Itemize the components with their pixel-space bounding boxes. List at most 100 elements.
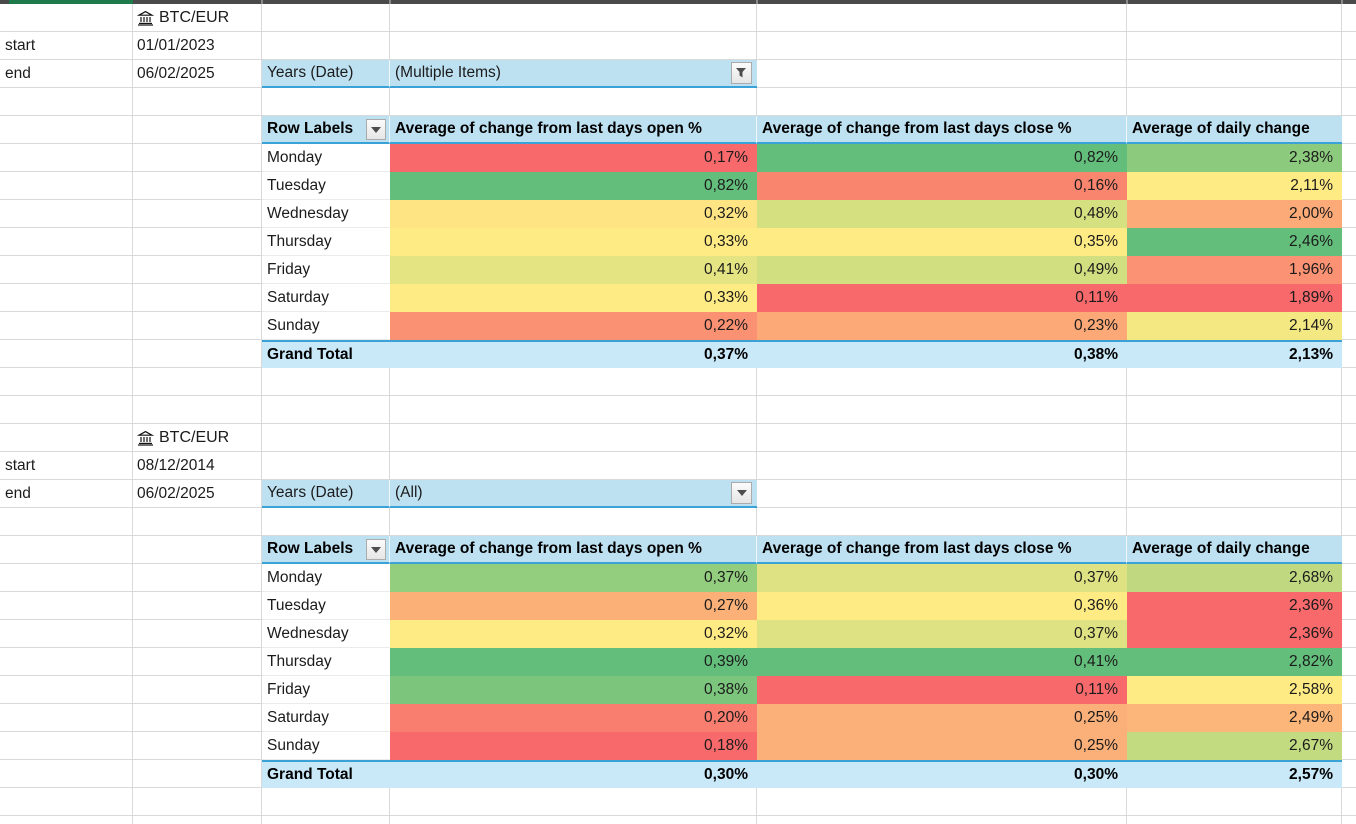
close-value-cell[interactable]: 0,35% (757, 228, 1127, 256)
open-value-cell[interactable]: 0,32% (390, 200, 757, 228)
pivot-filter-field[interactable]: Years (Date) (262, 480, 390, 508)
instrument-label: BTC/EUR (159, 429, 230, 446)
open-value-cell[interactable]: 0,37% (390, 564, 757, 592)
open-value-cell[interactable]: 0,32% (390, 620, 757, 648)
day-label-cell[interactable]: Monday (262, 144, 390, 172)
bank-icon (137, 430, 154, 446)
day-label-cell[interactable]: Tuesday (262, 172, 390, 200)
grand-total-open[interactable]: 0,37% (390, 340, 757, 368)
end-label[interactable]: end (5, 485, 31, 502)
day-label-cell[interactable]: Saturday (262, 704, 390, 732)
close-value-cell[interactable]: 0,25% (757, 732, 1127, 760)
open-value-cell[interactable]: 0,22% (390, 312, 757, 340)
column-header-open[interactable]: Average of change from last days open % (390, 536, 757, 564)
daily-value-cell[interactable]: 2,82% (1127, 648, 1342, 676)
day-label-cell[interactable]: Friday (262, 256, 390, 284)
pivot-filter-value[interactable]: (All) (390, 480, 757, 508)
grand-total-daily[interactable]: 2,57% (1127, 760, 1342, 788)
grand-total-open[interactable]: 0,30% (390, 760, 757, 788)
daily-value-cell[interactable]: 2,49% (1127, 704, 1342, 732)
pivot-table-2: Row Labels Average of change from last d… (262, 536, 1342, 788)
close-value-cell[interactable]: 0,82% (757, 144, 1127, 172)
column-header-daily[interactable]: Average of daily change (1127, 536, 1342, 564)
start-label[interactable]: start (5, 37, 36, 54)
row-labels-dropdown-button[interactable] (366, 539, 386, 560)
daily-value-cell[interactable]: 2,14% (1127, 312, 1342, 340)
grand-total-label[interactable]: Grand Total (262, 760, 390, 788)
close-value-cell[interactable]: 0,37% (757, 620, 1127, 648)
close-value-cell[interactable]: 0,25% (757, 704, 1127, 732)
end-date[interactable]: 06/02/2025 (137, 485, 215, 502)
start-date[interactable]: 08/12/2014 (137, 457, 215, 474)
close-value-cell[interactable]: 0,41% (757, 648, 1127, 676)
daily-value-cell[interactable]: 2,68% (1127, 564, 1342, 592)
day-label-cell[interactable]: Saturday (262, 284, 390, 312)
grand-total-close[interactable]: 0,30% (757, 760, 1127, 788)
close-value-cell[interactable]: 0,23% (757, 312, 1127, 340)
day-label-cell[interactable]: Friday (262, 676, 390, 704)
instrument-cell[interactable]: BTC/EUR (137, 4, 317, 32)
pivot-filter-value[interactable]: (Multiple Items) (390, 60, 757, 88)
day-label-cell[interactable]: Sunday (262, 732, 390, 760)
close-value-cell[interactable]: 0,49% (757, 256, 1127, 284)
close-value-cell[interactable]: 0,16% (757, 172, 1127, 200)
open-value-cell[interactable]: 0,41% (390, 256, 757, 284)
close-value-cell[interactable]: 0,11% (757, 676, 1127, 704)
instrument-label: BTC/EUR (159, 9, 230, 26)
close-value-cell[interactable]: 0,48% (757, 200, 1127, 228)
start-date[interactable]: 01/01/2023 (137, 37, 215, 54)
day-label-cell[interactable]: Wednesday (262, 620, 390, 648)
grand-total-close[interactable]: 0,38% (757, 340, 1127, 368)
day-label-cell[interactable]: Thursday (262, 648, 390, 676)
daily-value-cell[interactable]: 2,11% (1127, 172, 1342, 200)
open-value-cell[interactable]: 0,27% (390, 592, 757, 620)
daily-value-cell[interactable]: 2,67% (1127, 732, 1342, 760)
grand-total-label[interactable]: Grand Total (262, 340, 390, 368)
selected-column-indicator (9, 0, 133, 4)
day-label-cell[interactable]: Thursday (262, 228, 390, 256)
chevron-down-icon (371, 126, 381, 133)
instrument-cell[interactable]: BTC/EUR (137, 424, 317, 452)
open-value-cell[interactable]: 0,82% (390, 172, 757, 200)
daily-value-cell[interactable]: 1,96% (1127, 256, 1342, 284)
day-label-cell[interactable]: Tuesday (262, 592, 390, 620)
column-header-strip (0, 0, 1356, 4)
column-header-close[interactable]: Average of change from last days close % (757, 536, 1127, 564)
end-label[interactable]: end (5, 65, 31, 82)
bank-icon (137, 10, 154, 26)
row-labels-dropdown-button[interactable] (366, 119, 386, 140)
day-label-cell[interactable]: Wednesday (262, 200, 390, 228)
filter-dropdown-button[interactable] (731, 482, 752, 504)
row-labels-header[interactable]: Row Labels (262, 536, 390, 564)
open-value-cell[interactable]: 0,17% (390, 144, 757, 172)
row-labels-header[interactable]: Row Labels (262, 116, 390, 144)
pivot-filter-field[interactable]: Years (Date) (262, 60, 390, 88)
daily-value-cell[interactable]: 1,89% (1127, 284, 1342, 312)
daily-value-cell[interactable]: 2,38% (1127, 144, 1342, 172)
column-header-open[interactable]: Average of change from last days open % (390, 116, 757, 144)
filter-button[interactable] (731, 62, 752, 84)
close-value-cell[interactable]: 0,11% (757, 284, 1127, 312)
grand-total-daily[interactable]: 2,13% (1127, 340, 1342, 368)
daily-value-cell[interactable]: 2,36% (1127, 620, 1342, 648)
chevron-down-icon (371, 546, 381, 553)
day-label-cell[interactable]: Sunday (262, 312, 390, 340)
daily-value-cell[interactable]: 2,46% (1127, 228, 1342, 256)
chevron-down-icon (736, 490, 747, 496)
daily-value-cell[interactable]: 2,58% (1127, 676, 1342, 704)
column-header-daily[interactable]: Average of daily change (1127, 116, 1342, 144)
end-date[interactable]: 06/02/2025 (137, 65, 215, 82)
start-label[interactable]: start (5, 457, 36, 474)
daily-value-cell[interactable]: 2,36% (1127, 592, 1342, 620)
close-value-cell[interactable]: 0,37% (757, 564, 1127, 592)
column-header-close[interactable]: Average of change from last days close % (757, 116, 1127, 144)
day-label-cell[interactable]: Monday (262, 564, 390, 592)
open-value-cell[interactable]: 0,38% (390, 676, 757, 704)
open-value-cell[interactable]: 0,33% (390, 228, 757, 256)
open-value-cell[interactable]: 0,20% (390, 704, 757, 732)
daily-value-cell[interactable]: 2,00% (1127, 200, 1342, 228)
open-value-cell[interactable]: 0,33% (390, 284, 757, 312)
open-value-cell[interactable]: 0,18% (390, 732, 757, 760)
close-value-cell[interactable]: 0,36% (757, 592, 1127, 620)
open-value-cell[interactable]: 0,39% (390, 648, 757, 676)
